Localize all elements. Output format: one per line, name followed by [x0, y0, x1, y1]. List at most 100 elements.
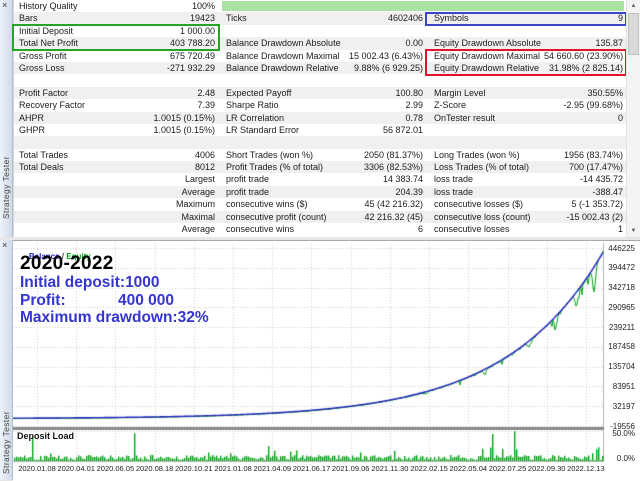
y-axis-tick: -19556: [610, 421, 635, 431]
table-column-cell: Expected Payoff 100.80: [220, 87, 428, 99]
table-column-cell: Profit Trades (% of total) 3306 (82.53%): [220, 161, 428, 173]
table-cell-value: 8012: [194, 162, 215, 173]
table-column-cell: consecutive wins ($) 45 (42 216.32): [220, 198, 428, 210]
table-cell-label: profit trade: [226, 186, 270, 197]
table-column-cell: Balance Drawdown Maximal 15 002.43 (6.43%…: [220, 50, 428, 62]
table-cell-value: 0.00: [405, 38, 423, 49]
table-cell-value: Largest: [184, 174, 215, 185]
table-row: History Quality 100%: [14, 0, 627, 12]
table-column-cell: Total Deals 8012: [14, 161, 220, 173]
table-cell-label: consecutive loss (count): [434, 211, 531, 222]
table-cell-label: Initial Deposit: [19, 25, 74, 36]
x-axis-tick: 2021.09.06: [331, 464, 370, 473]
table-cell-value: 675 720.49: [169, 50, 215, 61]
scroll-down-icon[interactable]: ▼: [630, 228, 637, 234]
deposit-load-max-tick: 50.0%: [612, 429, 635, 438]
table-cell-value: 100%: [191, 1, 215, 11]
panel-tab-label: Strategy Tester: [1, 410, 11, 474]
close-icon[interactable]: ×: [2, 240, 8, 250]
annotation-label: Maximum drawdown:: [20, 309, 178, 326]
table-row: AHPR 1.0015 (0.15%) LR Correlation 0.78 OnTe…: [14, 111, 627, 124]
table-row: Maximum consecutive wins ($) 45 (42 216.32…: [14, 198, 627, 210]
table-column-cell: consecutive losses ($) 5 (-1 353.72): [428, 198, 627, 210]
table-cell-label: profit trade: [226, 174, 270, 185]
x-axis-tick: 2020.06.05: [96, 464, 135, 473]
table-row: Average consecutive wins 6 consecutive loss…: [14, 223, 627, 235]
table-column-cell: Average: [14, 223, 220, 235]
table-row: Bars 19423 Ticks 4602406 Symbols 9: [14, 12, 627, 25]
table-column-cell: Equity Drawdown Maximal 54 660.60 (23.90%…: [428, 50, 627, 62]
table-column-cell: [428, 25, 627, 37]
table-cell-value: -271 932.29: [166, 62, 215, 73]
table-cell-label: Ticks: [226, 13, 247, 24]
annotation-value: 1000: [125, 274, 160, 291]
table-column-cell: Gross Loss -271 932.29: [14, 62, 220, 74]
table-row: Gross Loss -271 932.29 Balance Drawdown Re…: [14, 61, 627, 75]
table-column-cell: Recovery Factor 7.39: [14, 99, 220, 111]
table-cell-label: Equity Drawdown Absolute: [434, 38, 542, 49]
table-cell-value: Average: [181, 224, 215, 235]
chart-annotation: 2020-2022 Initial deposit:1000 Profit: 400…: [20, 254, 209, 327]
table-cell-label: Balance Drawdown Maximal: [226, 50, 340, 61]
table-cell-value: 2.48: [197, 87, 215, 98]
y-axis-tick: 342718: [608, 283, 635, 293]
table-column-cell: consecutive losses 1: [428, 223, 627, 235]
table-cell-value: 45 (42 216.32): [364, 199, 423, 210]
table-row: Recovery Factor 7.39 Sharpe Ratio 2.99 Z-Sco…: [14, 99, 627, 111]
table-cell-value: 1956 (83.74%): [563, 149, 623, 160]
table-cell-label: loss trade: [434, 174, 474, 185]
x-axis-tick: 2020.04.01: [57, 464, 95, 473]
table-cell-value: 56 872.01: [382, 124, 423, 135]
x-axis-tick: 2021.01.08: [214, 464, 252, 473]
table-cell-value: 1 000.00: [179, 25, 215, 36]
y-axis-tick: 239211: [608, 322, 635, 332]
table-cell-label: consecutive wins ($): [226, 199, 308, 210]
table-cell-value: 19423: [189, 13, 215, 24]
table-cell-value: 9.88% (6 929.25): [353, 62, 423, 73]
table-column-cell: Ticks 4602406: [220, 12, 428, 24]
table-cell-value: Maximum: [175, 199, 215, 210]
table-column-cell: OnTester result 0: [428, 112, 627, 124]
deposit-load-min-tick: 0.0%: [616, 454, 635, 463]
table-cell-label: Total Net Profit: [19, 38, 79, 49]
table-cell-value: 1.0015 (0.15%): [153, 112, 215, 123]
table-cell-label: AHPR: [19, 112, 45, 123]
close-icon[interactable]: ×: [2, 0, 8, 10]
table-column-cell: [428, 136, 627, 148]
table-row: [14, 74, 627, 86]
table-column-cell: profit trade 204.39: [220, 186, 428, 198]
y-axis-tick: 394472: [608, 263, 635, 273]
table-cell-value: 0.78: [405, 112, 423, 123]
table-cell-value: 403 788.20: [169, 38, 215, 49]
annotation-line: Profit: 400 000: [20, 292, 209, 310]
scroll-up-icon[interactable]: ▲: [630, 3, 637, 9]
x-axis-tick: 2021.04.09: [253, 464, 292, 473]
table-cell-label: consecutive losses ($): [434, 199, 524, 210]
strategy-tester-chart-panel-tab[interactable]: × Strategy Tester: [0, 240, 13, 480]
table-column-cell: Total Net Profit 403 788.20: [14, 37, 220, 49]
panel-tab-label: Strategy Tester: [1, 155, 11, 219]
strategy-tester-panel-tab[interactable]: × Strategy Tester: [0, 0, 13, 237]
table-cell-value: 3306 (82.53%): [363, 162, 423, 173]
table-column-cell: consecutive wins 6: [220, 223, 428, 235]
table-column-cell: profit trade 14 383.74: [220, 173, 428, 185]
table-column-cell: Short Trades (won %) 2050 (81.37%): [220, 149, 428, 161]
table-cell-value: 5 (-1 353.72): [571, 199, 623, 210]
y-axis-tick: 32197: [612, 401, 635, 411]
table-cell-label: Profit Trades (% of total): [226, 162, 324, 173]
chart-legend: Balance / Equity: [20, 243, 91, 270]
table-column-cell: Z-Score -2.95 (99.68%): [428, 99, 627, 111]
x-axis-tick: 2020.08.18: [135, 464, 174, 473]
table-scrollbar[interactable]: ▲ ▼: [626, 0, 640, 237]
x-axis-tick: 2022.02.15: [410, 464, 448, 473]
scrollbar-thumb[interactable]: [628, 13, 639, 55]
table-cell-label: Z-Score: [434, 100, 467, 111]
table-column-cell: Largest: [14, 173, 220, 185]
annotation-value: 400 000: [118, 291, 175, 309]
history-quality-progress-bar: [222, 1, 624, 12]
balance-equity-chart-panel: Balance / Equity 2020-2022 Initial depos…: [13, 240, 640, 481]
table-column-cell: Equity Drawdown Absolute 135.87: [428, 37, 627, 49]
table-cell-value: Maximal: [181, 211, 215, 222]
table-cell-label: consecutive wins: [226, 224, 295, 235]
table-cell-label: Bars: [19, 13, 38, 24]
